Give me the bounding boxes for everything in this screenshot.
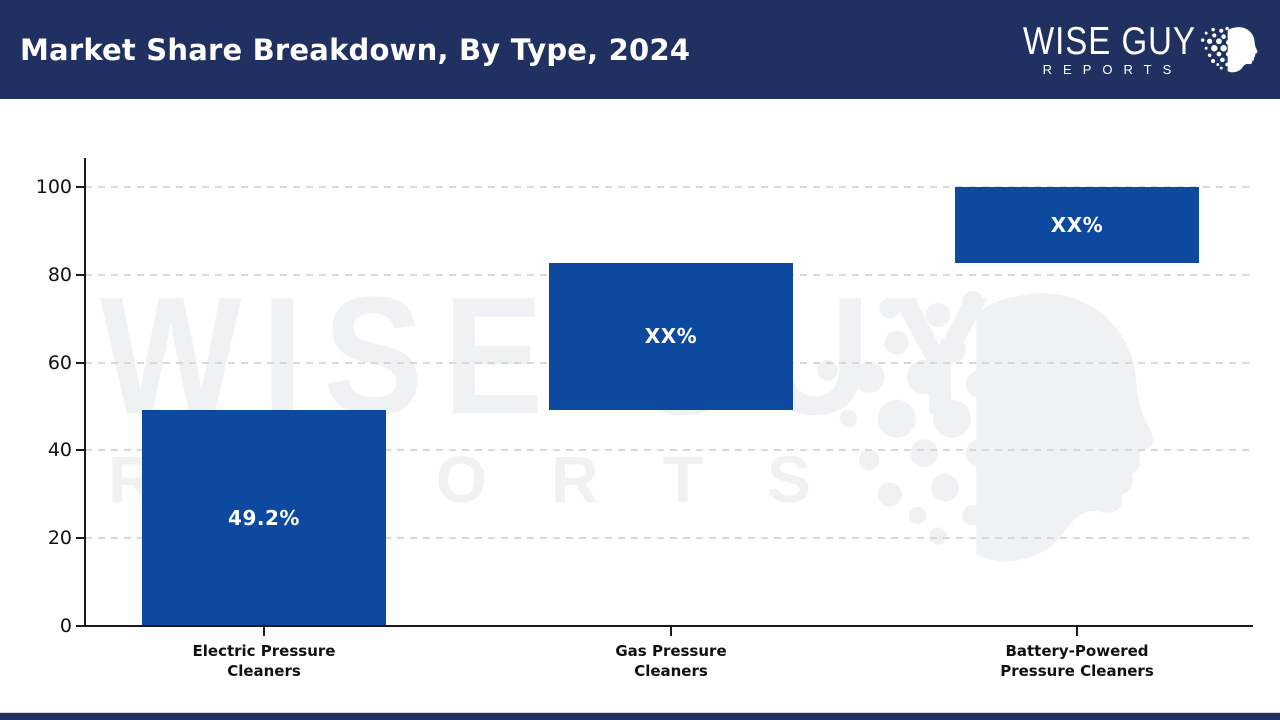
x-axis-tick-2 (670, 627, 672, 636)
y-axis-tick-100 (76, 186, 85, 188)
bar-3: XX% (955, 187, 1199, 263)
y-axis-tick-label-100: 100 (35, 176, 72, 198)
y-axis-tick-label-0: 0 (59, 615, 72, 637)
bar-value-label-1: 49.2% (228, 505, 300, 530)
logo-subtitle: REPORTS (1042, 61, 1183, 77)
bar-1: 49.2% (142, 410, 386, 626)
gridline-20 (85, 537, 1253, 540)
bar-value-label-3: XX% (1050, 212, 1104, 237)
chart-title: Market Share Breakdown, By Type, 2024 (20, 32, 691, 67)
gridline-40 (85, 449, 1253, 452)
x-axis-tick-3 (1076, 627, 1078, 636)
gridline-100 (85, 186, 1253, 188)
logo-text: WISE GUY REPORTS (1022, 18, 1196, 77)
footer-divider (0, 712, 1280, 713)
x-axis-category-label-3: Battery-Powered Pressure Cleaners (897, 641, 1257, 681)
x-label-line: Battery-Powered (1005, 642, 1149, 660)
wise-guy-reports-logo: WISE GUY REPORTS (1023, 10, 1262, 90)
x-axis-tick-1 (263, 627, 265, 636)
x-label-line: Cleaners (634, 662, 708, 680)
y-axis-tick-label-40: 40 (47, 439, 72, 462)
logo-wordmark: WISE GUY (1022, 18, 1196, 62)
plot: 0 20 40 60 80 100 49.2% Electric Pressure Cleane… (0, 99, 1280, 713)
logo-head-dots-icon (1200, 26, 1258, 72)
bar-value-label-2: XX% (644, 324, 698, 349)
x-axis-spine (84, 625, 1253, 627)
y-axis-tick-40 (76, 449, 85, 452)
y-axis-tick-0 (76, 625, 85, 627)
x-label-line: Pressure Cleaners (1000, 662, 1154, 680)
y-axis-tick-80 (76, 273, 85, 276)
y-axis-tick-label-80: 80 (47, 263, 72, 286)
x-label-line: Gas Pressure (615, 642, 727, 660)
y-axis-tick-20 (76, 537, 85, 540)
x-axis-category-label-2: Gas Pressure Cleaners (491, 641, 851, 681)
x-label-line: Cleaners (227, 662, 301, 680)
y-axis-tick-60 (76, 361, 85, 364)
x-axis-category-label-1: Electric Pressure Cleaners (84, 641, 444, 681)
bar-2: XX% (549, 262, 793, 410)
x-label-line: Electric Pressure (192, 642, 336, 660)
header: Market Share Breakdown, By Type, 2024 WI… (0, 0, 1280, 99)
y-axis-tick-label-60: 60 (47, 351, 72, 374)
footer-bar (0, 713, 1280, 720)
chart-area: WISE GUY REPORTS 0 20 40 60 80 100 49.2% Electr… (0, 99, 1280, 713)
y-axis-spine (84, 158, 86, 627)
y-axis-tick-label-20: 20 (47, 527, 72, 550)
